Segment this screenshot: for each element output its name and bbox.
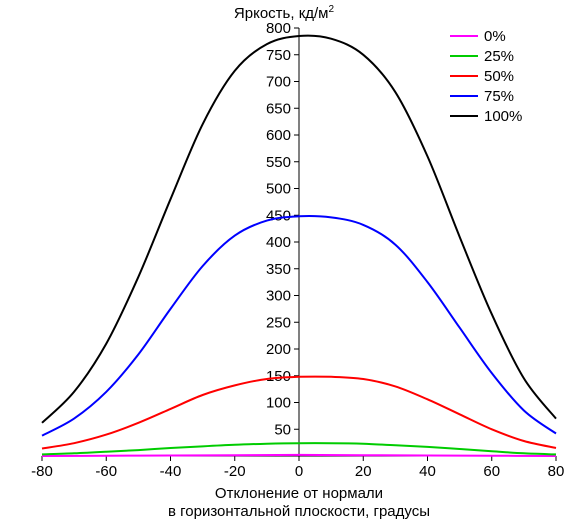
x-tick-label: -40 bbox=[160, 463, 182, 480]
x-tick-label: 40 bbox=[419, 463, 436, 480]
y-tick-label: 800 bbox=[266, 20, 291, 37]
x-tick-label: 60 bbox=[483, 463, 500, 480]
legend-label: 25% bbox=[484, 48, 514, 65]
legend-label: 75% bbox=[484, 88, 514, 105]
x-axis-label-1: Отклонение от нормали bbox=[215, 485, 383, 502]
y-tick-label: 200 bbox=[266, 341, 291, 358]
y-tick-label: 350 bbox=[266, 261, 291, 278]
legend-label: 0% bbox=[484, 28, 506, 45]
y-tick-label: 700 bbox=[266, 74, 291, 91]
x-tick-label: 80 bbox=[548, 463, 565, 480]
y-tick-label: 600 bbox=[266, 127, 291, 144]
y-tick-label: 100 bbox=[266, 395, 291, 412]
x-tick-label: -80 bbox=[31, 463, 53, 480]
y-tick-label: 150 bbox=[266, 368, 291, 385]
y-tick-label: 750 bbox=[266, 47, 291, 64]
y-tick-label: 400 bbox=[266, 234, 291, 251]
series-0% bbox=[42, 455, 556, 456]
x-axis-label-2: в горизонтальной плоскости, градусы bbox=[168, 503, 430, 520]
legend-label: 100% bbox=[484, 108, 522, 125]
y-tick-label: 550 bbox=[266, 154, 291, 171]
x-tick-label: 20 bbox=[355, 463, 372, 480]
legend-label: 50% bbox=[484, 68, 514, 85]
y-tick-label: 50 bbox=[274, 421, 291, 438]
y-axis-label: Яркость, кд/м2 bbox=[234, 4, 335, 22]
y-tick-label: 250 bbox=[266, 314, 291, 331]
x-tick-label: -60 bbox=[95, 463, 117, 480]
y-tick-label: 650 bbox=[266, 100, 291, 117]
x-tick-label: -20 bbox=[224, 463, 246, 480]
y-tick-label: 300 bbox=[266, 288, 291, 305]
x-tick-label: 0 bbox=[295, 463, 303, 480]
brightness-chart: 5010015020025030035040045050055060065070… bbox=[0, 0, 568, 522]
y-tick-label: 500 bbox=[266, 181, 291, 198]
y-tick-label: 450 bbox=[266, 207, 291, 224]
